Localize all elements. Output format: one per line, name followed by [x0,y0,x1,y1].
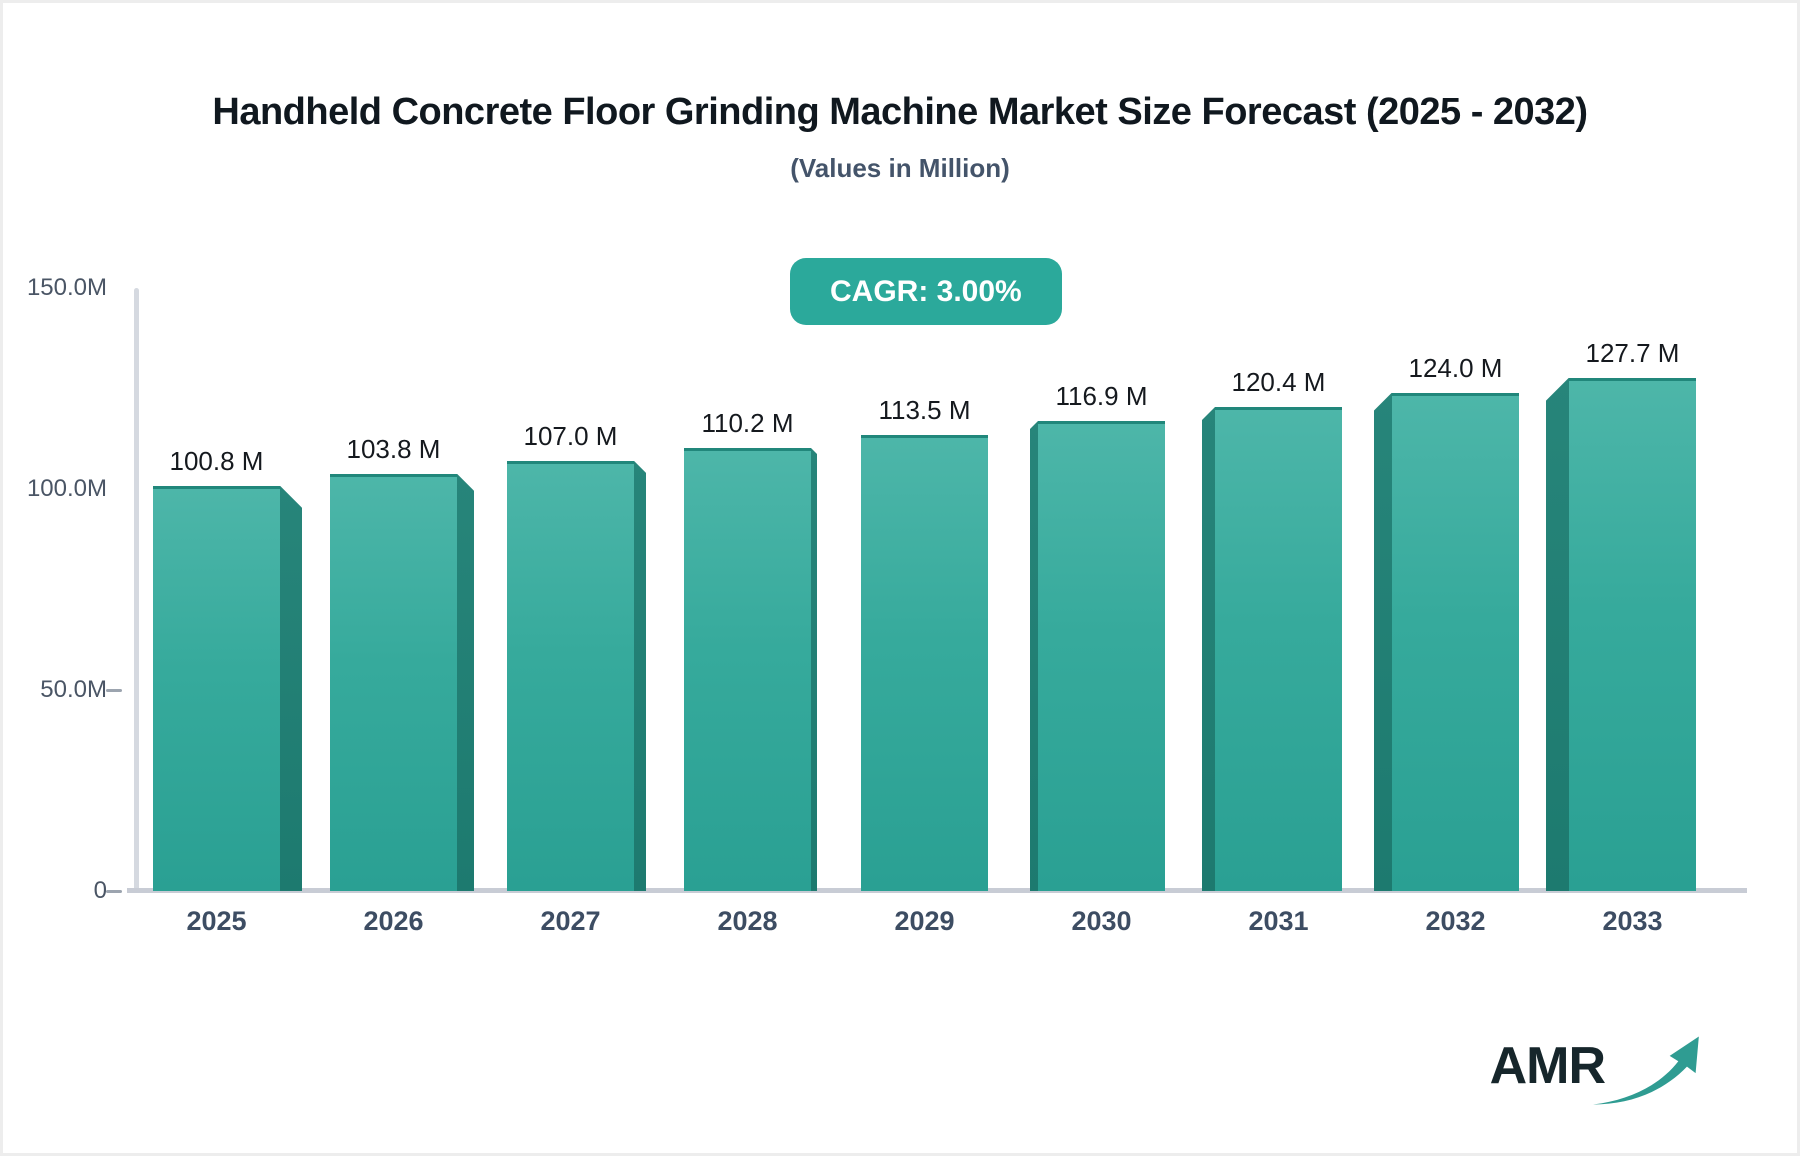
bar-2031 [1215,406,1342,891]
bar-2028 [684,447,811,891]
x-axis-label-2033: 2033 [1602,906,1663,936]
bar-2025 [153,485,280,891]
amr-logo-text: AMR [1489,1037,1606,1095]
bar-2029 [861,434,988,891]
bar-2028-side-face [811,447,817,891]
bar-value-label-2027: 107.0 M [523,420,618,451]
bar-2026 [330,473,457,891]
x-axis-label-2027: 2027 [540,906,601,936]
bar-2033 [1569,377,1696,891]
bar-2025-side-face [280,485,302,891]
bar-value-label-2033: 127.7 M [1585,337,1680,368]
bar-2032-side-face [1374,392,1392,891]
y-axis-tick-mark-50 [106,689,122,692]
bar-2026-side-face [457,473,474,891]
x-axis-label-2025: 2025 [186,906,247,936]
bar-value-label-2029: 113.5 M [878,394,971,425]
cagr-badge-label: CAGR: 3.00% [830,274,1022,308]
x-axis-label-2030: 2030 [1071,906,1132,936]
cagr-badge: CAGR: 3.00% [790,258,1062,325]
bar-chart-plot-area: 150.0M 100.0M 50.0M 0 100.8 M 2025 103.8 M 2026… [3,3,1797,1153]
x-axis-label-2026: 2026 [363,906,424,936]
bar-2027-side-face [634,460,646,891]
bar-2031-side-face [1202,406,1215,891]
bar-value-label-2032: 124.0 M [1408,352,1503,383]
y-axis-tick-label-100: 100.0M [26,475,107,502]
y-axis-tick-label-50: 50.0M [40,676,107,703]
chart-title: Handheld Concrete Floor Grinding Machine… [212,91,1588,133]
bar-2030-side-face [1030,421,1038,891]
x-axis-label-2032: 2032 [1425,906,1486,936]
x-axis-label-2029: 2029 [894,906,955,936]
y-axis-tick-label-0: 0 [93,877,107,904]
y-axis-line [134,288,139,893]
bar-2033-side-face [1546,377,1569,891]
chart-subtitle: (Values in Million) [790,153,1010,183]
bar-2030 [1038,421,1165,891]
bar-2027 [507,460,634,891]
bar-value-label-2030: 116.9 M [1055,381,1148,412]
bar-value-label-2028: 110.2 M [701,407,794,438]
amr-logo: AMR [1490,1023,1701,1109]
bar-value-label-2026: 103.8 M [346,433,441,464]
bar-2032 [1392,392,1519,891]
growth-arrow-icon [1593,1036,1699,1105]
y-axis-tick-label-150: 150.0M [26,274,107,301]
bar-value-label-2025: 100.8 M [169,445,264,476]
bar-value-label-2031: 120.4 M [1231,366,1326,397]
x-axis-label-2028: 2028 [717,906,778,936]
x-axis-label-2031: 2031 [1248,906,1309,936]
y-axis-tick-mark-0 [106,890,122,893]
